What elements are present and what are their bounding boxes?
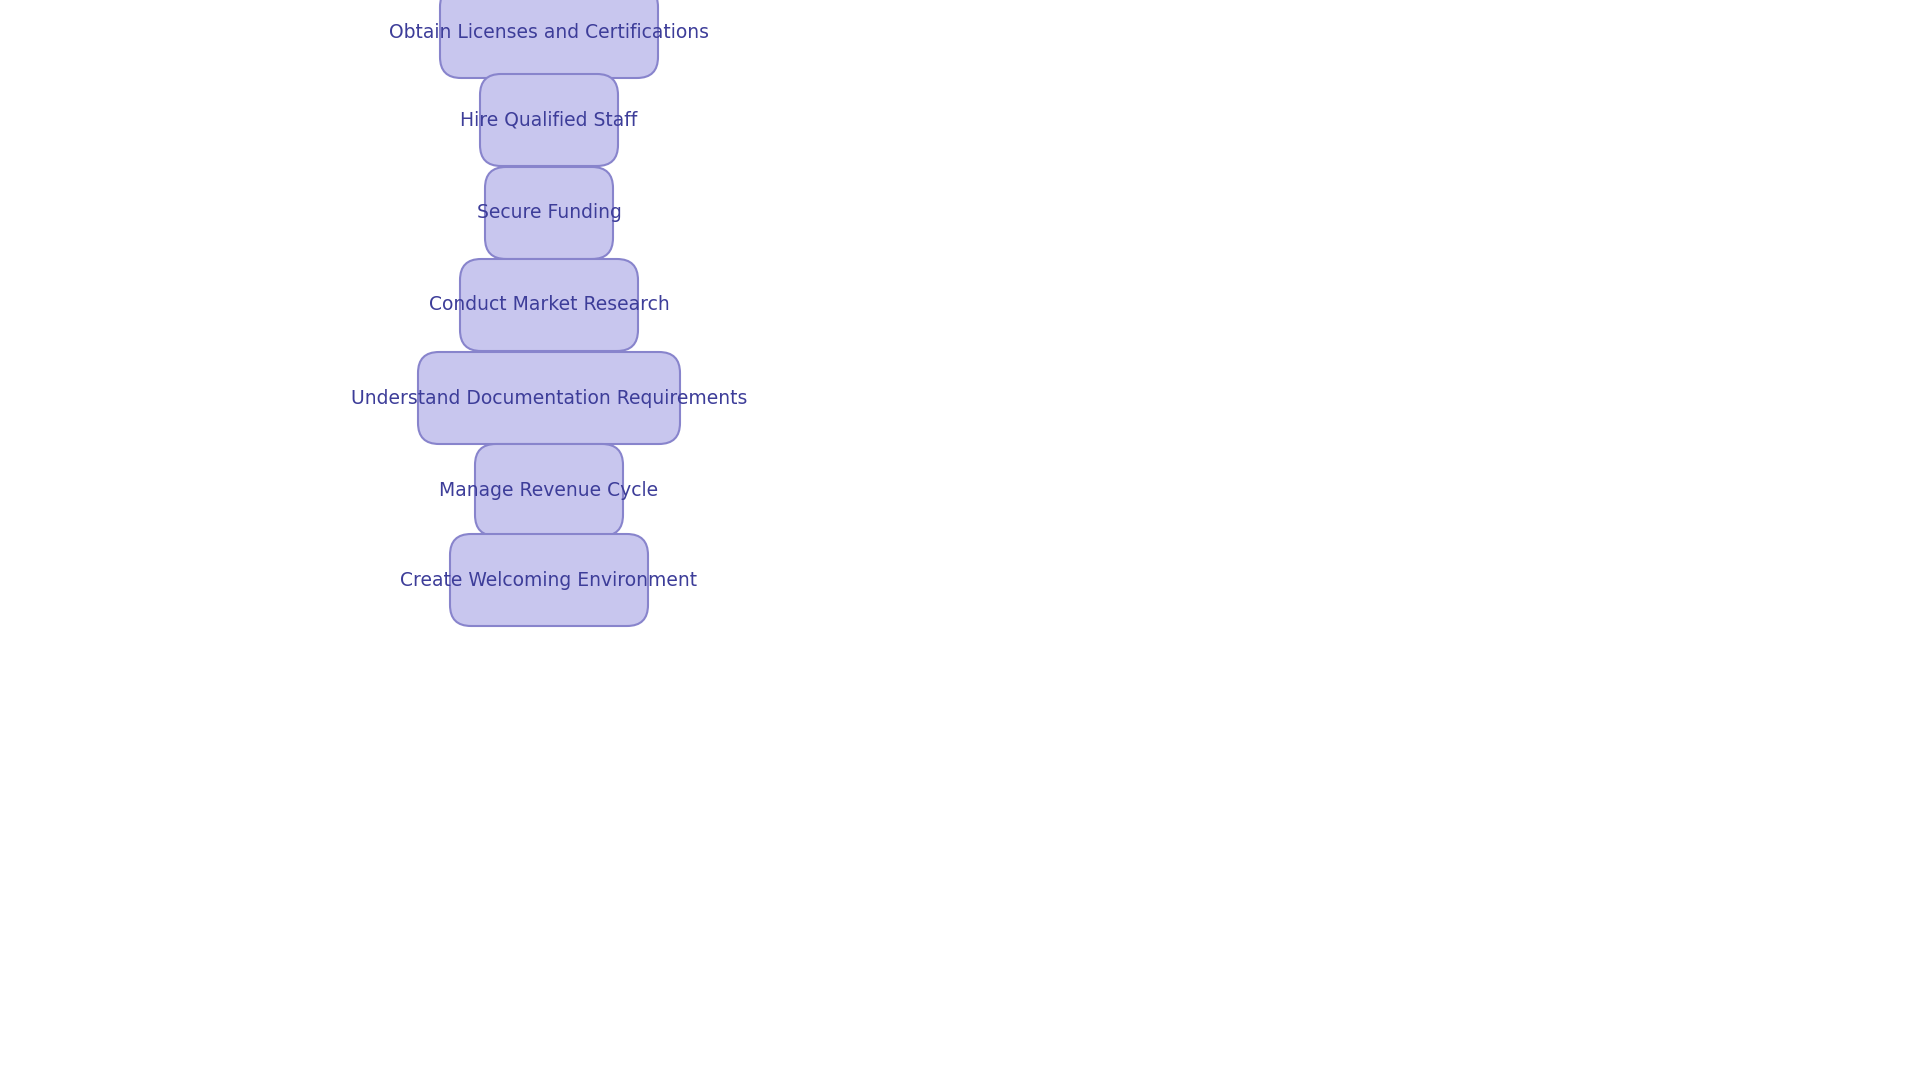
Text: Understand Documentation Requirements: Understand Documentation Requirements bbox=[351, 389, 747, 407]
FancyBboxPatch shape bbox=[419, 352, 680, 444]
FancyBboxPatch shape bbox=[486, 167, 612, 259]
FancyBboxPatch shape bbox=[480, 74, 618, 166]
Text: Create Welcoming Environment: Create Welcoming Environment bbox=[401, 571, 697, 589]
FancyBboxPatch shape bbox=[440, 0, 659, 78]
Text: Secure Funding: Secure Funding bbox=[476, 204, 622, 222]
FancyBboxPatch shape bbox=[474, 444, 622, 536]
Text: Conduct Market Research: Conduct Market Research bbox=[428, 296, 670, 314]
FancyBboxPatch shape bbox=[449, 534, 649, 626]
Text: Manage Revenue Cycle: Manage Revenue Cycle bbox=[440, 481, 659, 499]
Text: Obtain Licenses and Certifications: Obtain Licenses and Certifications bbox=[390, 23, 708, 41]
FancyBboxPatch shape bbox=[461, 259, 637, 351]
Text: Hire Qualified Staff: Hire Qualified Staff bbox=[461, 110, 637, 130]
